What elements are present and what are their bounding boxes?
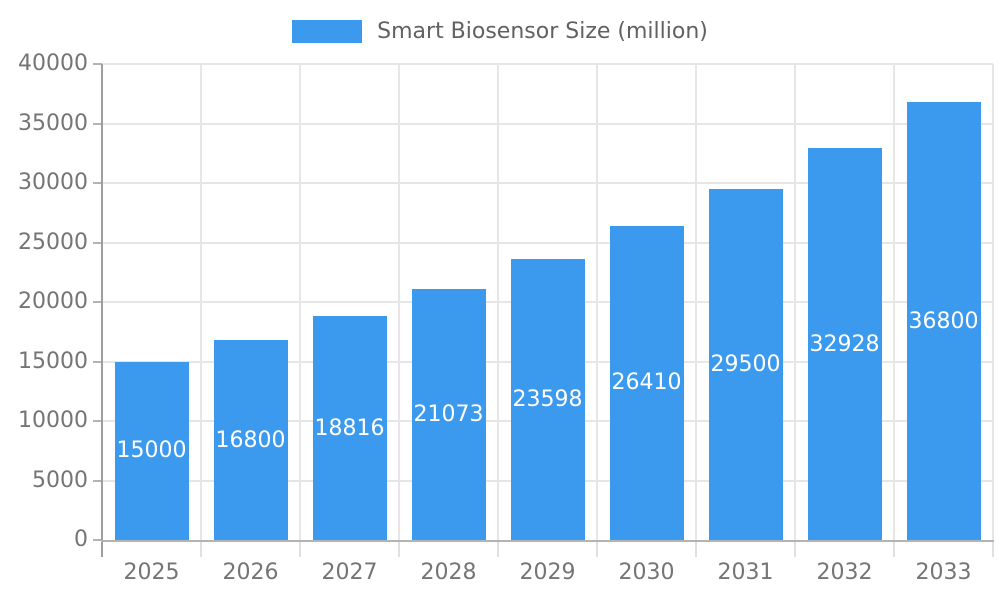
x-gridline	[794, 64, 796, 540]
y-tick-label: 10000	[18, 408, 88, 433]
bar: 21073	[411, 289, 486, 540]
y-tick	[93, 479, 102, 482]
x-gridline	[695, 64, 697, 540]
x-tick	[596, 542, 598, 557]
bar-value-label: 26410	[611, 370, 682, 396]
y-gridline	[102, 63, 993, 65]
x-tick-label: 2026	[222, 560, 279, 585]
y-tick-label: 0	[74, 527, 88, 552]
y-tick	[93, 420, 102, 422]
x-tick	[695, 542, 697, 557]
x-gridline	[893, 64, 895, 540]
x-gridline	[200, 64, 202, 540]
y-tick-label: 25000	[18, 229, 88, 255]
x-tick	[992, 542, 994, 557]
y-tick	[93, 301, 102, 303]
bar: 16800	[213, 340, 288, 540]
y-tick-label: 5000	[32, 467, 88, 493]
bar: 32928	[807, 148, 882, 540]
x-tick	[893, 542, 895, 557]
y-gridline	[102, 241, 993, 244]
x-tick	[299, 542, 301, 557]
x-tick	[398, 542, 400, 557]
bar: 36800	[906, 102, 981, 540]
x-tick-label: 2029	[519, 560, 576, 585]
bar-value-label: 21073	[413, 402, 484, 428]
bar-value-label: 29500	[710, 351, 781, 377]
y-tick-label: 40000	[18, 51, 88, 76]
x-tick-label: 2027	[321, 560, 378, 585]
x-tick-label: 2028	[420, 560, 477, 585]
x-axis-line	[101, 540, 994, 542]
x-tick-label: 2030	[618, 560, 675, 585]
x-tick-label: 2031	[717, 560, 774, 585]
x-gridline	[596, 64, 598, 540]
x-gridline	[299, 64, 301, 540]
bar-value-label: 16800	[215, 427, 286, 453]
bar-value-label: 36800	[908, 308, 979, 334]
bar-value-label: 18816	[314, 415, 385, 441]
y-tick-label: 35000	[18, 110, 88, 136]
bar: 26410	[609, 225, 684, 540]
y-gridline	[102, 182, 993, 184]
x-gridline	[497, 64, 499, 540]
x-gridline	[992, 64, 994, 540]
y-tick	[93, 63, 102, 65]
y-tick-label: 15000	[18, 348, 88, 374]
bar-value-label: 23598	[512, 387, 583, 413]
legend-label: Smart Biosensor Size (million)	[377, 19, 708, 44]
x-tick	[794, 542, 796, 557]
y-gridline	[102, 122, 993, 125]
legend: Smart Biosensor Size (million)	[0, 19, 1000, 44]
bar: 15000	[114, 361, 189, 540]
y-tick	[93, 360, 102, 363]
x-tick-label: 2033	[915, 560, 972, 585]
y-tick	[93, 182, 102, 184]
x-tick-label: 2025	[123, 560, 180, 585]
x-gridline	[398, 64, 400, 540]
x-tick	[497, 542, 499, 557]
x-tick-label: 2032	[816, 560, 873, 585]
bar: 29500	[708, 188, 783, 540]
bar-value-label: 15000	[116, 438, 187, 464]
legend-swatch	[292, 20, 363, 43]
y-tick-label: 30000	[18, 170, 88, 195]
y-tick	[93, 122, 102, 125]
bar: 23598	[510, 259, 585, 540]
bar-value-label: 32928	[809, 331, 880, 357]
y-tick-label: 20000	[18, 289, 88, 314]
y-axis-line	[101, 64, 103, 557]
x-tick	[200, 542, 202, 557]
bar: 18816	[312, 316, 387, 540]
y-tick	[93, 241, 102, 244]
y-tick	[93, 539, 102, 541]
